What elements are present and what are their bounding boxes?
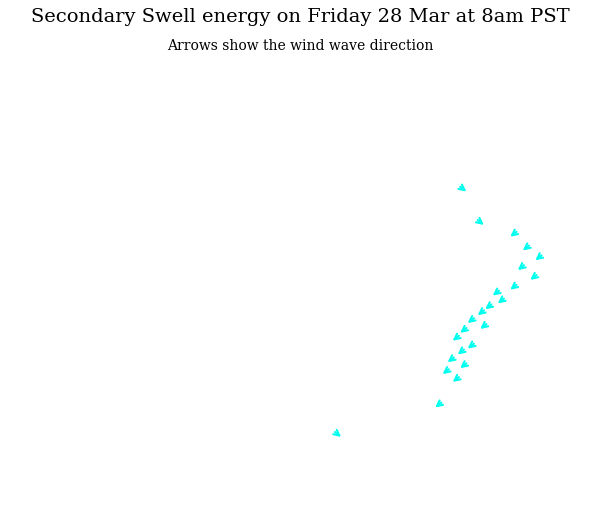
Text: Secondary Swell energy on Friday 28 Mar at 8am PST: Secondary Swell energy on Friday 28 Mar …	[31, 8, 570, 26]
Text: Arrows show the wind wave direction: Arrows show the wind wave direction	[167, 39, 434, 53]
